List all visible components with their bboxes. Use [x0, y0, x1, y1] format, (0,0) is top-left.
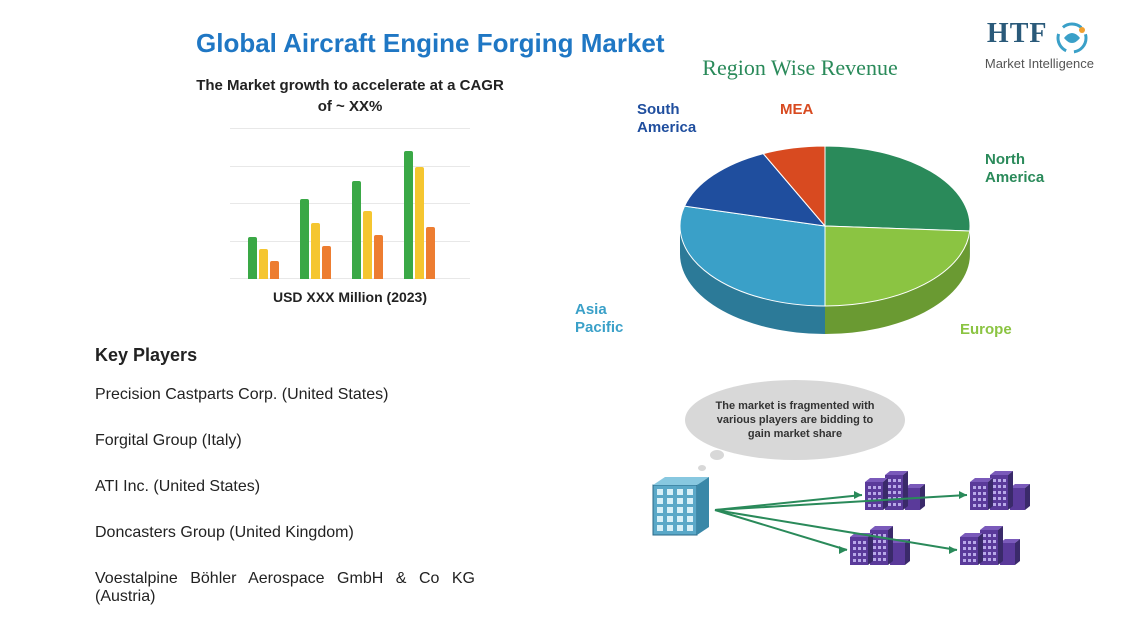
players-list: Precision Castparts Corp. (United States…	[95, 386, 475, 606]
bar	[300, 199, 309, 279]
player-item: ATI Inc. (United States)	[95, 478, 475, 496]
bar	[415, 167, 424, 279]
bar	[363, 211, 372, 279]
player-item: Voestalpine Böhler Aerospace GmbH & Co K…	[95, 570, 475, 606]
bar-group	[352, 181, 383, 279]
bar-group	[248, 237, 279, 279]
bar	[426, 227, 435, 279]
pie-label: NorthAmerica	[985, 151, 1044, 187]
bar	[352, 181, 361, 279]
key-players-title: Key Players	[95, 345, 475, 366]
building-small	[845, 525, 913, 572]
bar	[374, 235, 383, 279]
bar-chart	[230, 129, 470, 279]
building-main	[645, 475, 715, 545]
player-item: Precision Castparts Corp. (United States…	[95, 386, 475, 404]
player-item: Doncasters Group (United Kingdom)	[95, 524, 475, 542]
building-small-icon	[955, 525, 1023, 567]
logo-icon	[1052, 18, 1092, 58]
pie-label: SouthAmerica	[637, 101, 696, 137]
bubble-tail-small	[698, 465, 706, 471]
bar	[259, 249, 268, 279]
pie-slice	[825, 146, 970, 231]
bar	[311, 223, 320, 279]
bar	[322, 246, 331, 279]
pie-chart: NorthAmerica Europe AsiaPacific SouthAmeric…	[565, 86, 1085, 366]
building-main-icon	[645, 475, 715, 540]
gridline	[230, 128, 470, 129]
pie-chart-title: Region Wise Revenue	[515, 55, 1085, 81]
bar	[270, 261, 279, 279]
speech-bubble: The market is fragmented with various pl…	[685, 380, 905, 460]
pie-label: MEA	[780, 101, 813, 119]
logo-main-row: HTF	[985, 18, 1094, 58]
bar-group	[404, 151, 435, 279]
logo-text: HTF	[987, 18, 1048, 49]
building-small	[955, 525, 1023, 572]
pie-chart-section: Region Wise Revenue NorthAmericaEuropeAs…	[565, 55, 1085, 366]
bar	[404, 151, 413, 279]
bubble-tail	[710, 450, 724, 460]
building-small	[860, 470, 928, 517]
player-item: Forgital Group (Italy)	[95, 432, 475, 450]
key-players-section: Key Players Precision Castparts Corp. (U…	[95, 345, 475, 634]
fragment-diagram: The market is fragmented with various pl…	[620, 380, 1050, 580]
bar-group	[300, 199, 331, 279]
building-small-icon	[860, 470, 928, 512]
bar-chart-title: The Market growth to accelerate at a CAG…	[190, 75, 510, 117]
bar	[248, 237, 257, 279]
pie-label: Europe	[960, 321, 1012, 339]
bar-chart-section: The Market growth to accelerate at a CAG…	[190, 75, 510, 305]
building-small-icon	[965, 470, 1033, 512]
pie-label: AsiaPacific	[575, 301, 623, 337]
building-small-icon	[845, 525, 913, 567]
building-small	[965, 470, 1033, 517]
bar-chart-caption: USD XXX Million (2023)	[190, 289, 510, 305]
